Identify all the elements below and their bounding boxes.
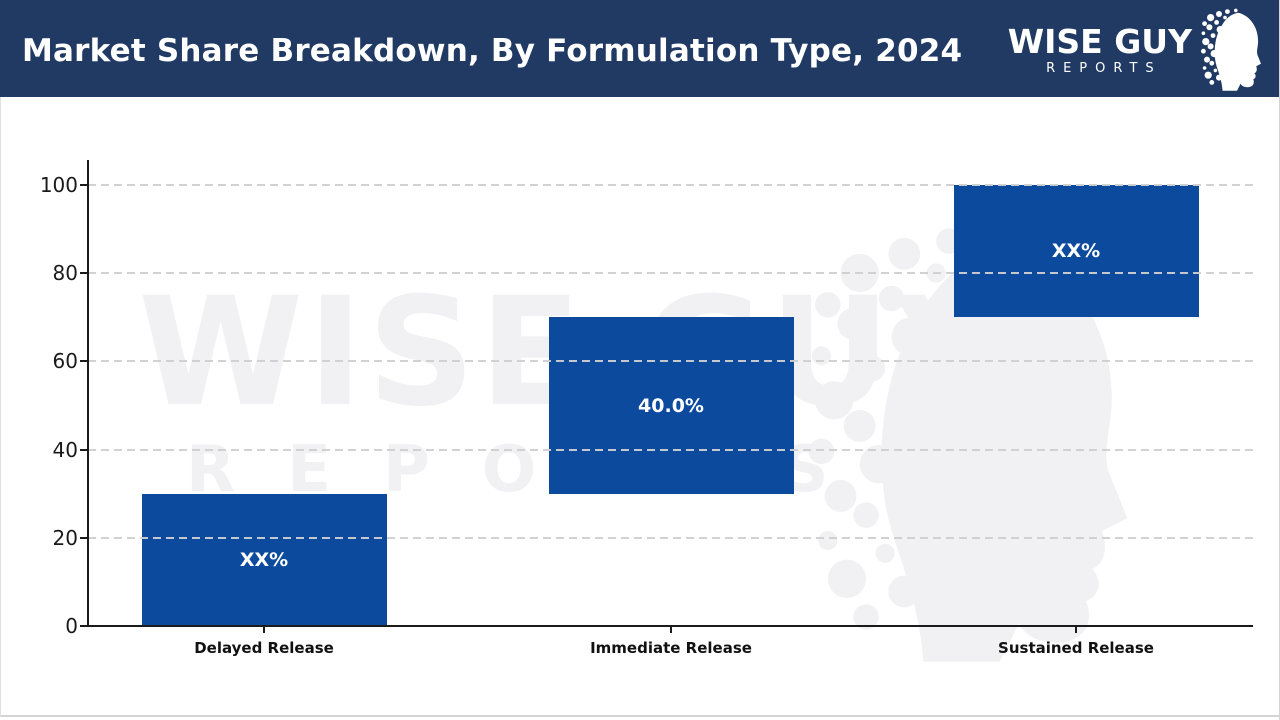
gridline-20 [88,536,1253,539]
image-border-bottom [0,715,1280,717]
y-tick-mark [80,536,88,539]
y-tick-mark [80,448,88,451]
y-tick-mark [80,625,88,627]
x-tick-label: Sustained Release [998,639,1154,657]
bar-segment [548,317,794,494]
x-tick-label: Delayed Release [194,639,334,657]
y-tick-label: 100 [39,173,78,197]
y-tick-label: 60 [52,349,78,374]
header-bar: Market Share Breakdown, By Formulation T… [0,0,1280,97]
x-axis-line [88,625,1253,627]
x-tick-mark [1075,627,1077,633]
chart-title: Market Share Breakdown, By Formulation T… [22,33,963,69]
gridline-40 [88,448,1253,451]
wiseguy-logo: WISE GUY REPORTS [1008,8,1268,92]
y-axis-line [87,160,89,627]
logo-text-block: WISE GUY REPORTS [1008,25,1192,75]
y-tick-label: 80 [52,261,78,286]
image-border-left [0,97,1,717]
x-tick-mark [670,627,672,633]
y-tick-mark [80,272,88,275]
gridline-80 [88,272,1253,275]
bar-value-label: XX% [239,548,289,571]
y-tick-label: 0 [65,614,78,638]
logo-subtitle: REPORTS [1046,61,1162,76]
bar-value-label: 40.0% [638,394,704,417]
bar-segment [141,493,387,626]
bar-segment [953,185,1199,318]
x-tick-mark [263,627,265,633]
y-tick-label: 40 [52,437,78,462]
bar-value-label: XX% [1051,240,1101,263]
x-tick-label: Immediate Release [590,639,752,657]
y-tick-mark [80,360,88,363]
y-tick-label: 20 [52,525,78,550]
gridline-60 [88,360,1253,363]
y-tick-mark [80,184,88,186]
logo-wordmark: WISE GUY [1007,22,1192,61]
gridline-100 [88,184,1253,186]
